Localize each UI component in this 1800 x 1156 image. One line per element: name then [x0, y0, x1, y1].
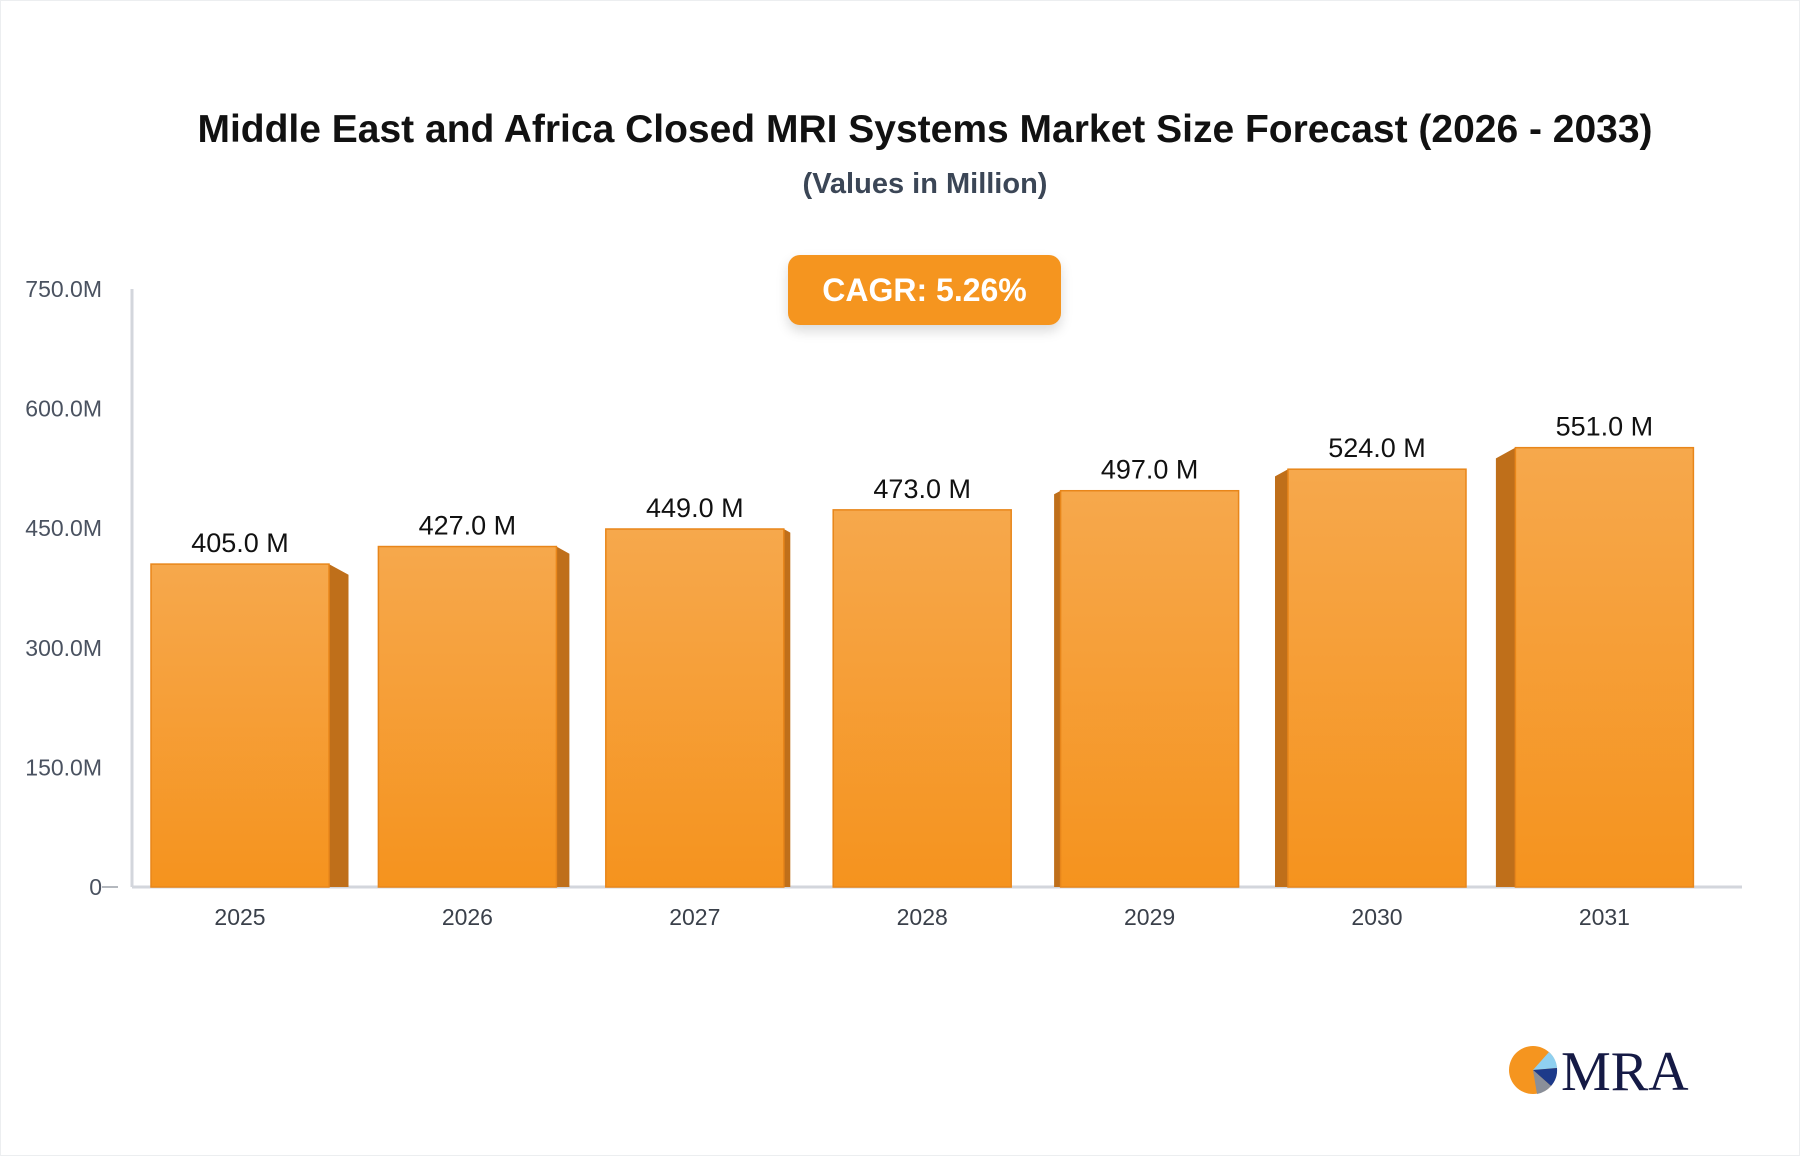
bar	[377, 545, 558, 888]
x-tick-label: 2027	[669, 904, 720, 930]
x-tick-label: 2031	[1579, 904, 1630, 930]
bar-side	[1054, 490, 1061, 887]
x-tick-label: 2028	[897, 904, 948, 930]
y-tick-label: 450.0M	[25, 515, 102, 541]
y-tick-label: 600.0M	[25, 396, 102, 422]
bar-side	[1495, 447, 1516, 887]
cagr-badge: CAGR: 5.26%	[788, 255, 1061, 325]
data-label: 551.0 M	[1556, 412, 1654, 442]
chart-title: Middle East and Africa Closed MRI System…	[197, 108, 1653, 151]
bar	[1287, 468, 1467, 888]
y-tick-label: 0	[89, 874, 102, 900]
bar	[832, 509, 1012, 888]
bar	[150, 563, 330, 888]
data-label: 524.0 M	[1328, 433, 1426, 463]
x-tick-label: 2029	[1124, 904, 1175, 930]
bar-side	[556, 546, 570, 887]
bar-side	[783, 528, 791, 887]
bar	[605, 528, 785, 888]
chart-subtitle: (Values in Million)	[802, 168, 1048, 200]
bar	[1059, 489, 1240, 888]
y-tick-label: 300.0M	[25, 635, 102, 661]
data-label: 473.0 M	[873, 474, 971, 504]
x-tick-label: 2025	[214, 904, 265, 930]
data-label: 427.0 M	[419, 511, 517, 541]
logo-text: MRA	[1561, 1041, 1689, 1100]
x-tick-label: 2026	[442, 904, 493, 930]
mra-logo: MRA	[1509, 1041, 1689, 1100]
data-label: 405.0 M	[191, 528, 289, 558]
bar-side	[329, 564, 349, 887]
x-tick-label: 2030	[1351, 904, 1402, 930]
data-label: 449.0 M	[646, 493, 744, 523]
bar-side	[1275, 469, 1288, 887]
y-tick-label: 150.0M	[25, 754, 102, 780]
y-tick-label: 750.0M	[25, 276, 102, 302]
data-label: 497.0 M	[1101, 455, 1199, 485]
bar	[1514, 446, 1695, 888]
